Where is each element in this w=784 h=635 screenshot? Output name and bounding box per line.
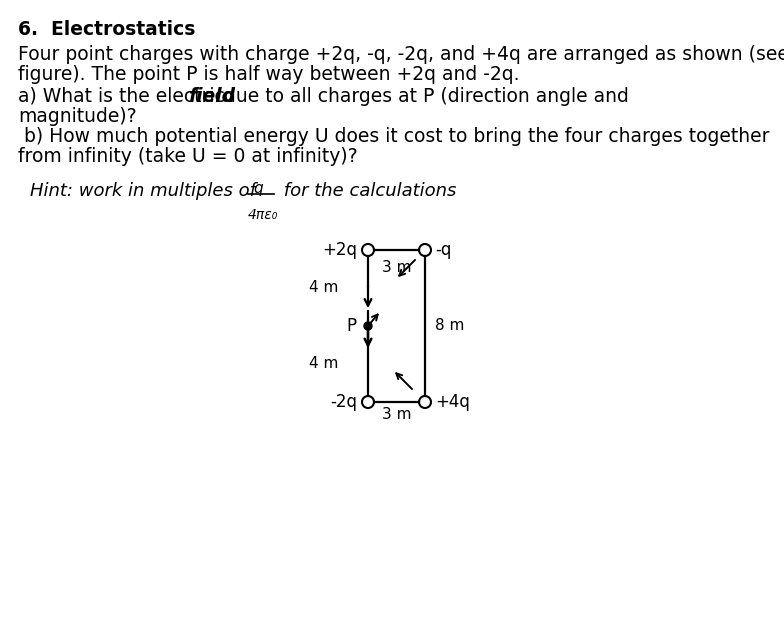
Text: 3 m: 3 m	[382, 407, 412, 422]
Text: +4q: +4q	[435, 393, 470, 411]
Text: 4πε₀: 4πε₀	[248, 208, 278, 222]
Text: Hint: work in multiples of: Hint: work in multiples of	[30, 182, 256, 200]
Text: 6.  Electrostatics: 6. Electrostatics	[18, 20, 195, 39]
Text: P: P	[347, 317, 357, 335]
Text: magnitude)?: magnitude)?	[18, 107, 136, 126]
Text: field: field	[188, 87, 235, 106]
Text: 3 m: 3 m	[382, 260, 412, 275]
Circle shape	[364, 322, 372, 330]
Text: for the calculations: for the calculations	[278, 182, 456, 200]
Text: 8 m: 8 m	[435, 319, 464, 333]
Text: +2q: +2q	[322, 241, 357, 259]
Text: q: q	[253, 181, 263, 196]
Text: -2q: -2q	[330, 393, 357, 411]
Text: figure). The point P is half way between +2q and -2q.: figure). The point P is half way between…	[18, 65, 520, 84]
Text: due to all charges at P (direction angle and: due to all charges at P (direction angle…	[218, 87, 629, 106]
Text: a) What is the electric: a) What is the electric	[18, 87, 230, 106]
Text: b) How much potential energy U does it cost to bring the four charges together: b) How much potential energy U does it c…	[18, 127, 770, 146]
Text: 4 m: 4 m	[309, 356, 338, 371]
Text: from infinity (take U = 0 at infinity)?: from infinity (take U = 0 at infinity)?	[18, 147, 358, 166]
Text: -q: -q	[435, 241, 452, 259]
Text: 4 m: 4 m	[309, 281, 338, 295]
Text: Four point charges with charge +2q, -q, -2q, and +4q are arranged as shown (see: Four point charges with charge +2q, -q, …	[18, 45, 784, 64]
